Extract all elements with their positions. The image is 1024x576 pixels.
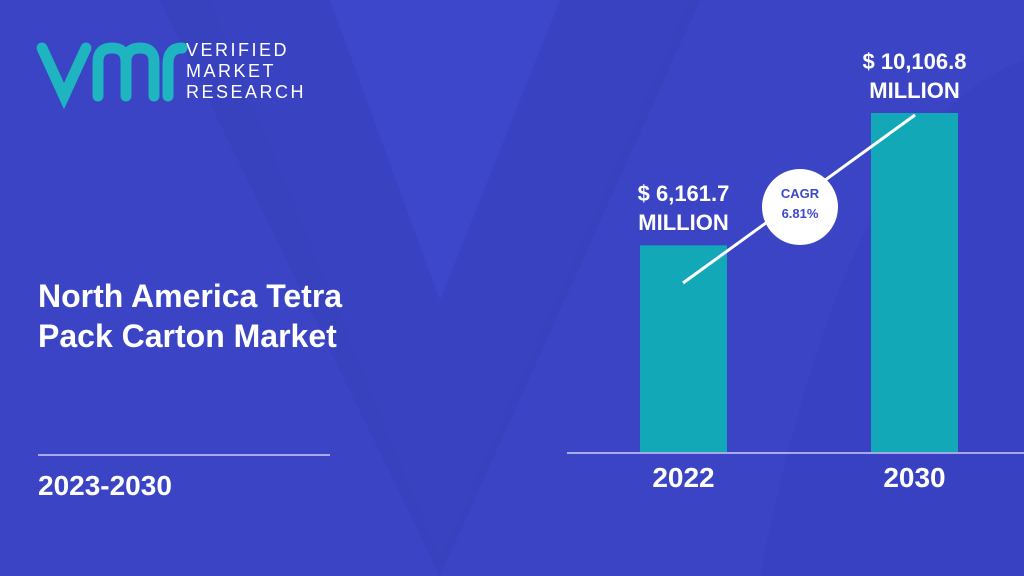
value-label: $ 10,106.8 MILLION <box>862 49 967 103</box>
cagr: CAGR 6.81% <box>762 184 838 224</box>
brand-line: VERIFIED <box>186 40 290 60</box>
cagr-value: 6.81% <box>781 206 819 221</box>
x-tick-label: 2022 <box>652 462 715 493</box>
cagr-circle <box>762 169 838 245</box>
bars <box>640 113 958 452</box>
logo-v <box>36 42 92 110</box>
title: North America Tetra Pack Carton Market <box>38 278 343 354</box>
brand-line: RESEARCH <box>186 82 307 102</box>
bar <box>640 245 727 452</box>
logo <box>36 42 188 110</box>
cagr-label: CAGR <box>780 186 820 201</box>
x-tick-label: 2030 <box>883 462 946 493</box>
bg-v <box>160 0 700 576</box>
logo-r <box>162 42 188 102</box>
logo-m <box>92 42 160 102</box>
brand-line: MARKET <box>186 61 277 81</box>
brand: VERIFIED MARKET RESEARCH <box>186 40 306 103</box>
period: 2023-2030 <box>38 470 172 501</box>
value-label: $ 6,161.7 MILLION <box>637 181 730 236</box>
bar <box>871 113 958 452</box>
